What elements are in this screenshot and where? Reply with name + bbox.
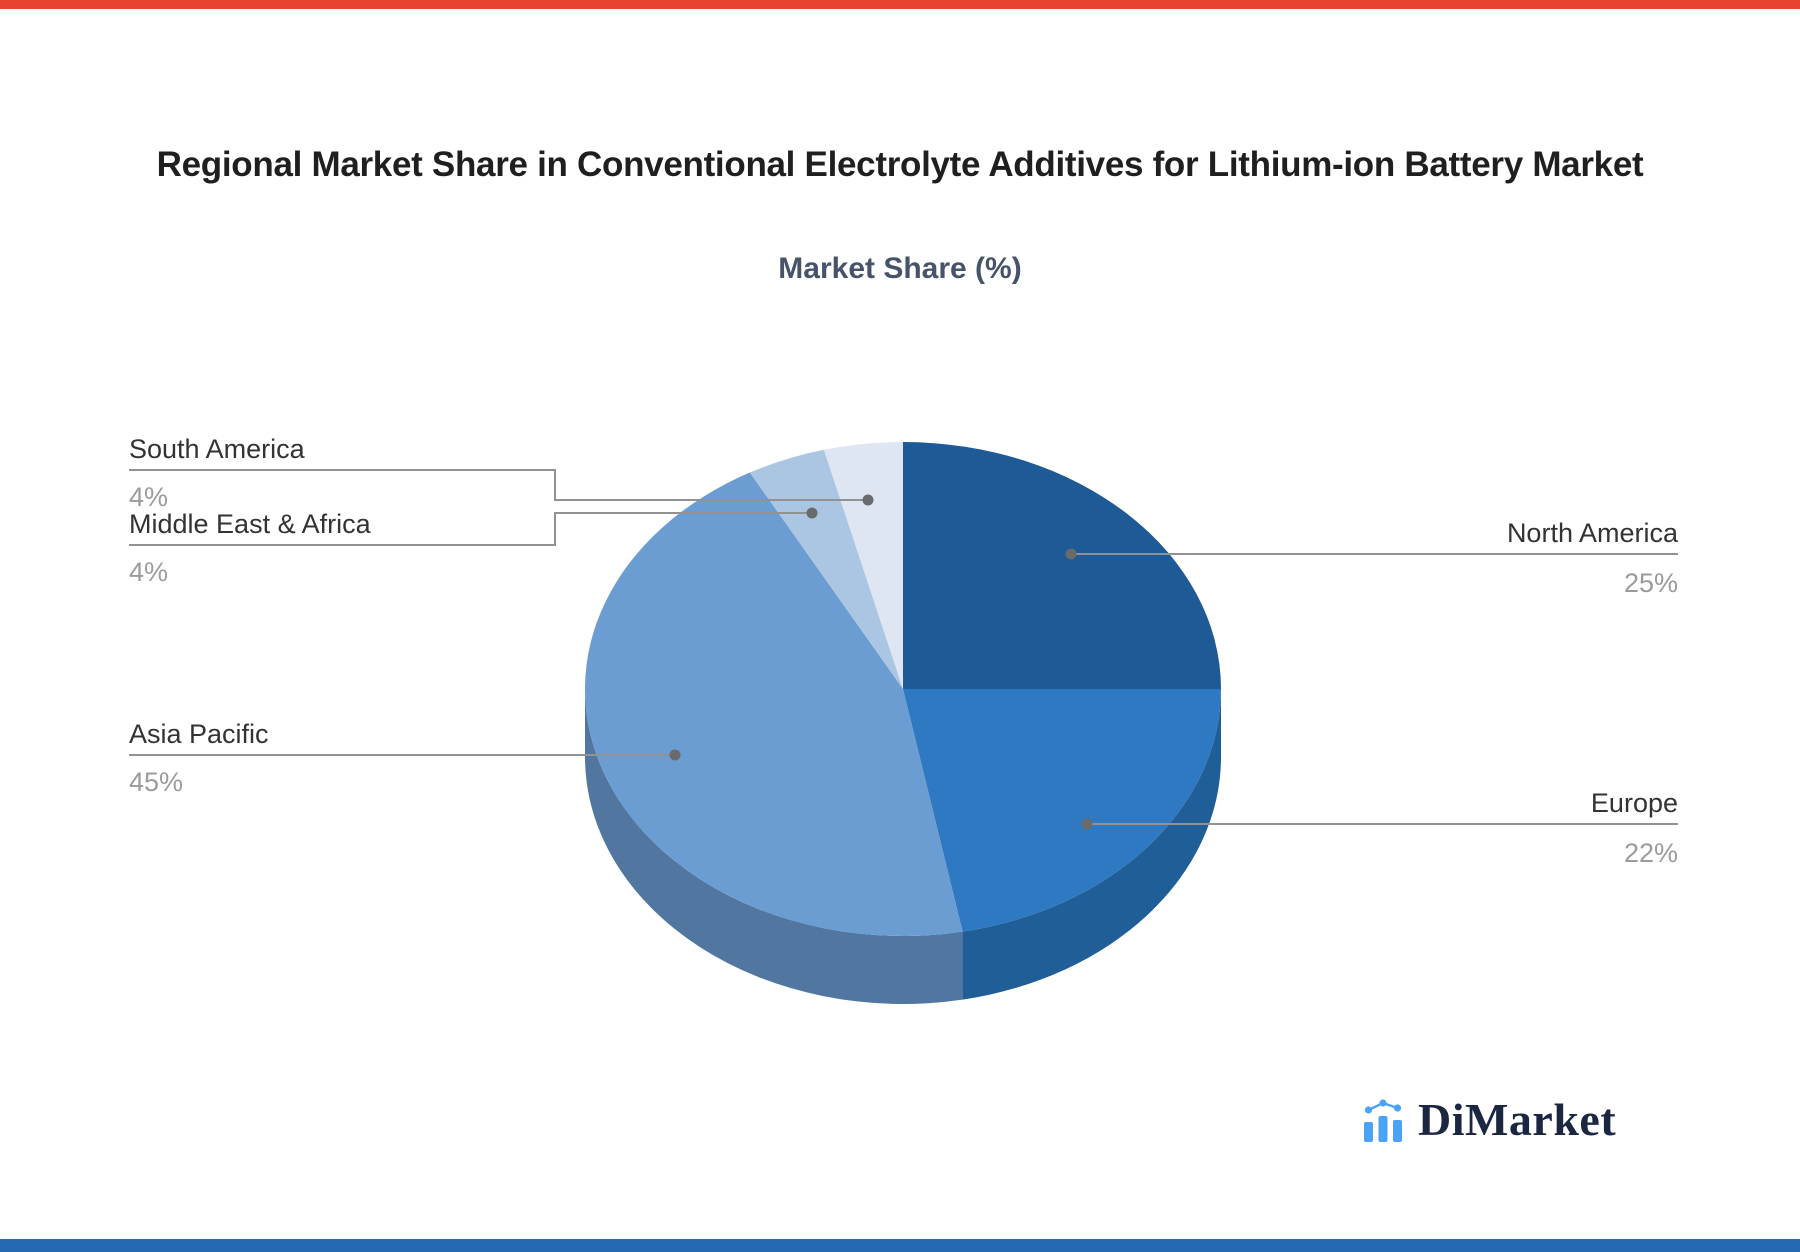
callout-asia-pacific: Asia Pacific bbox=[129, 719, 269, 749]
slice-label-asia-pacific: Asia Pacific bbox=[129, 719, 269, 749]
callout-europe: Europe bbox=[1591, 788, 1678, 818]
bottom-accent-bar bbox=[0, 1239, 1800, 1252]
pie-side-europe bbox=[962, 689, 1221, 1000]
callout-europe-value: 22% bbox=[1624, 838, 1678, 868]
callout-middle-east-africa: Middle East & Africa bbox=[129, 509, 371, 539]
callout-south-america: South America bbox=[129, 434, 305, 464]
pie-slice-asia-pacific[interactable] bbox=[584, 472, 963, 937]
chart-title: Regional Market Share in Conventional El… bbox=[156, 145, 1644, 184]
slice-value-north-america: 25% bbox=[1623, 568, 1678, 598]
leader-dot-south-america bbox=[862, 494, 874, 506]
callout-south-america-value: 4% bbox=[129, 482, 168, 512]
pie-slice-north-america[interactable] bbox=[903, 442, 1221, 689]
callout-asia-pacific-value: 45% bbox=[129, 767, 183, 797]
leader-line-middle-east-africa bbox=[129, 512, 812, 546]
pie-slice-middle-east-africa[interactable] bbox=[749, 449, 903, 689]
slice-label-europe: Europe bbox=[1590, 788, 1678, 818]
slice-label-middle-east-africa: Middle East & Africa bbox=[129, 509, 371, 539]
slice-value-middle-east-africa: 4% bbox=[129, 557, 169, 587]
chart-subtitle: Market Share (%) bbox=[778, 252, 1022, 285]
callout-north-america: North America bbox=[1507, 518, 1678, 548]
logo-text: DiMarket bbox=[1418, 1094, 1617, 1145]
pie-side-asia-pacific bbox=[585, 689, 963, 1004]
callout-north-america-value: 25% bbox=[1624, 568, 1678, 598]
slice-value-south-america: 4% bbox=[129, 482, 169, 512]
pie-slice-south-america[interactable] bbox=[823, 442, 903, 689]
bar-sparkline-icon bbox=[1364, 1099, 1402, 1142]
brand-logo: DiMarket bbox=[1363, 1096, 1616, 1144]
pie-slice-europe[interactable] bbox=[903, 689, 1221, 932]
slice-label-south-america: South America bbox=[129, 434, 305, 464]
leader-line-south-america bbox=[129, 469, 868, 501]
leader-dot-asia-pacific bbox=[669, 749, 681, 761]
slice-label-north-america: North America bbox=[1506, 518, 1678, 548]
leader-dot-north-america bbox=[1065, 548, 1077, 560]
slice-value-europe: 22% bbox=[1623, 838, 1678, 868]
slice-value-asia-pacific: 45% bbox=[129, 767, 184, 797]
top-accent-bar bbox=[0, 0, 1800, 9]
leader-dot-europe bbox=[1081, 818, 1093, 830]
leader-dot-middle-east-africa bbox=[806, 507, 818, 519]
callout-middle-east-africa-value: 4% bbox=[129, 557, 168, 587]
